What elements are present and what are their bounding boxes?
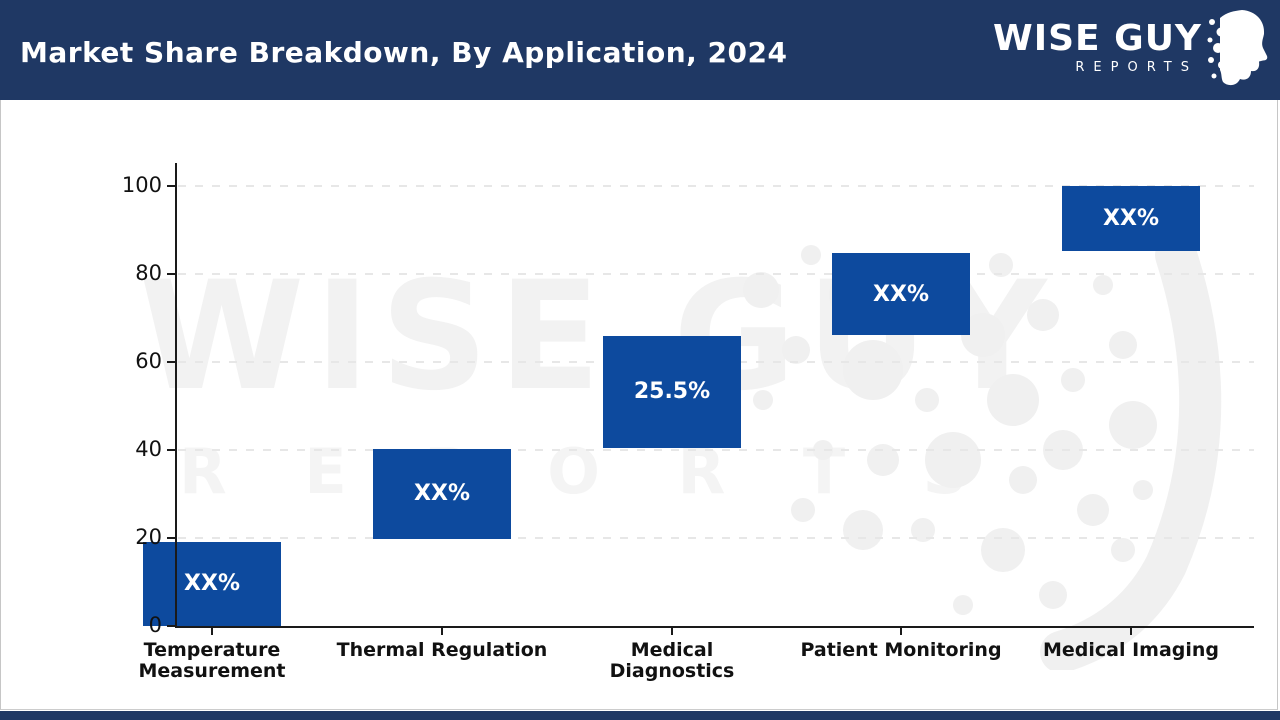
watermark-face-icon: [743, 234, 1222, 670]
x-axis-line: [175, 626, 1254, 628]
x-tick-mark: [441, 626, 443, 635]
y-gridline: [178, 185, 1254, 187]
y-tick-mark: [167, 625, 176, 627]
x-category-label: Patient Monitoring: [800, 639, 1002, 661]
footer-bar: [0, 711, 1280, 720]
y-tick-mark: [167, 537, 176, 539]
watermark-subtext: R E P O R T S: [179, 435, 996, 508]
chart-area: WISE GUY R E P O R T S 0 20 40 60 80 100 XX% Te…: [0, 100, 1278, 710]
logo-face-icon: [1207, 10, 1268, 86]
page-title: Market Share Breakdown, By Application, …: [20, 36, 788, 69]
x-tick-mark: [900, 626, 902, 635]
x-tick-mark: [211, 626, 213, 635]
y-tick-label: 20: [135, 525, 162, 549]
bar-value-label: XX%: [184, 571, 240, 597]
y-gridline: [178, 273, 1254, 275]
plot: 0 20 40 60 80 100 XX% Temperature Measurement XX…: [1, 100, 1277, 709]
x-category-label: Medical Diagnostics: [609, 639, 735, 682]
logo-subtext: REPORTS: [1075, 60, 1198, 75]
y-tick-mark: [167, 361, 176, 363]
y-tick-mark: [167, 449, 176, 451]
y-tick-label: 60: [135, 349, 162, 373]
bar-segment: XX%: [373, 449, 511, 539]
y-gridline: [178, 537, 1254, 539]
x-category-label: Temperature Measurement: [138, 639, 286, 682]
header: Market Share Breakdown, By Application, …: [0, 0, 1280, 100]
bar-value-label: XX%: [1103, 206, 1159, 232]
x-category-label: Thermal Regulation: [336, 639, 548, 661]
bar-segment: XX%: [832, 252, 970, 336]
x-category-label: Medical Imaging: [1042, 639, 1220, 661]
brand-logo: WISE GUY REPORTS: [993, 0, 1274, 100]
x-tick-mark: [671, 626, 673, 635]
bar-segment: XX%: [143, 541, 281, 626]
y-tick-label: 40: [135, 437, 162, 461]
y-tick-mark: [167, 273, 176, 275]
logo-wordmark: WISE GUY: [992, 18, 1202, 59]
x-tick-mark: [1130, 626, 1132, 635]
bar-value-label: XX%: [873, 281, 929, 307]
bar-segment: 25.5%: [603, 335, 741, 448]
y-tick-label: 100: [121, 173, 162, 197]
y-tick-label: 80: [135, 261, 162, 285]
y-gridline: [178, 449, 1254, 451]
bar-segment: XX%: [1062, 186, 1200, 252]
bar-value-label: XX%: [414, 481, 470, 507]
y-axis-line: [175, 163, 177, 628]
y-tick-label: 0: [148, 613, 162, 637]
bar-value-label: 25.5%: [633, 379, 711, 405]
y-tick-mark: [167, 185, 176, 187]
